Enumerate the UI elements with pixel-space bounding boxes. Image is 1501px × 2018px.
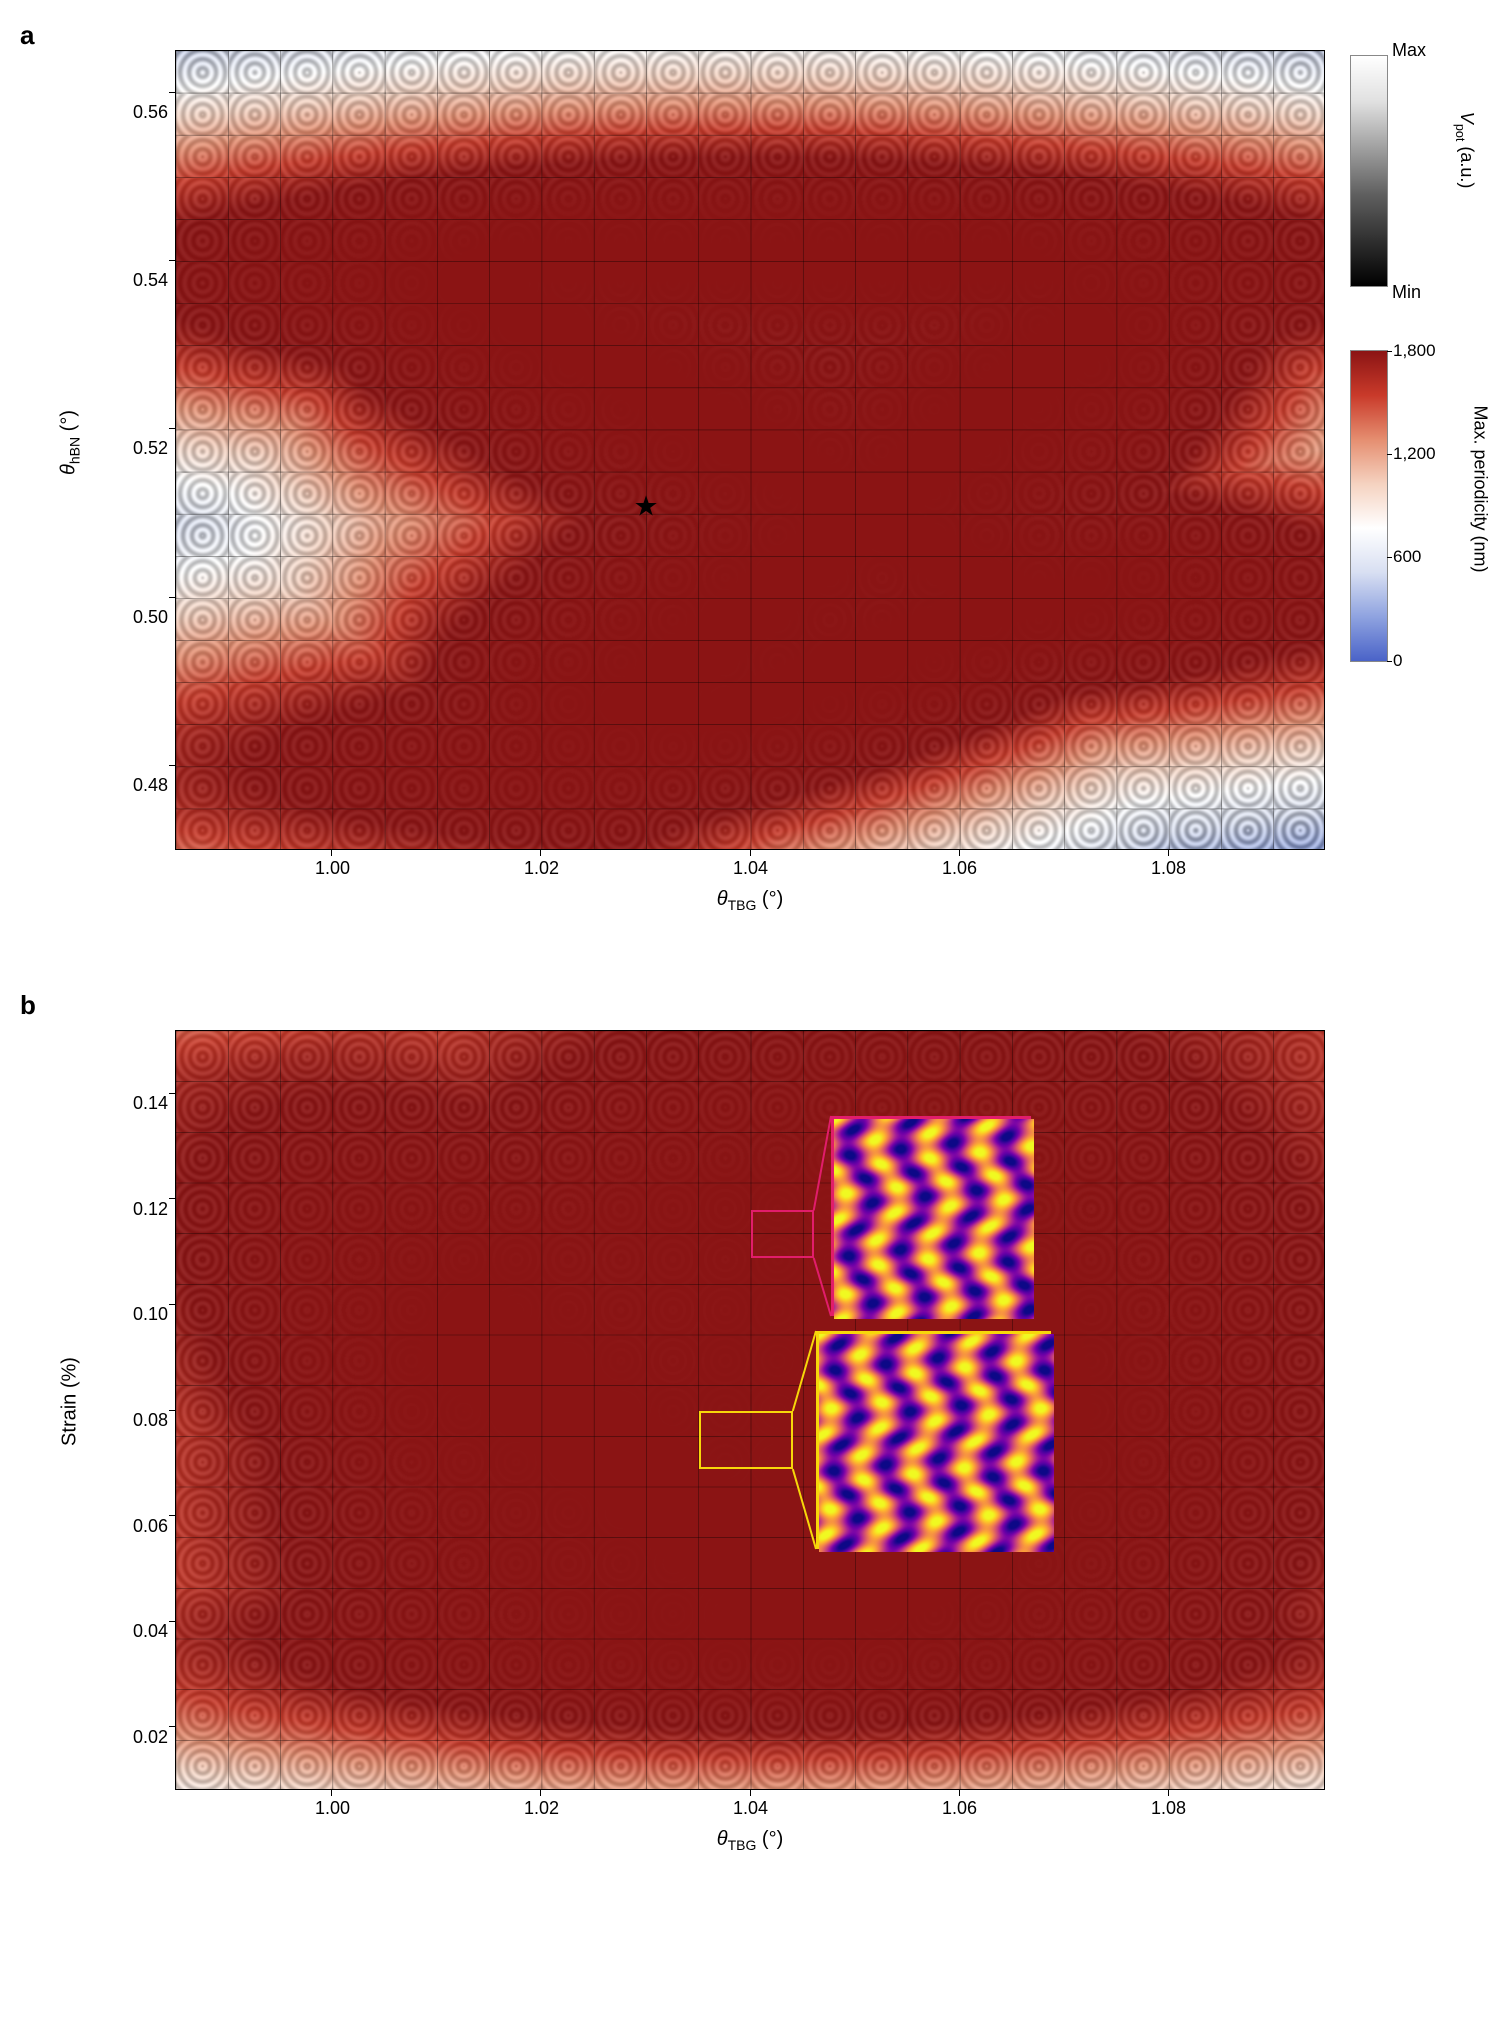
cb-vpot-bot: Min — [1392, 282, 1421, 303]
xtick: 1.00 — [315, 858, 350, 879]
star-marker: ★ — [633, 490, 658, 523]
ytick: 0.52 — [133, 438, 168, 459]
ytick: 0.04 — [133, 1621, 168, 1642]
ytick: 0.54 — [133, 270, 168, 291]
y-label-theta: θhBN (°) — [58, 410, 80, 475]
xtick: 1.02 — [524, 1798, 559, 1819]
panel-a-label: a — [20, 20, 34, 51]
ytick: 0.56 — [133, 102, 168, 123]
ytick: 0.06 — [133, 1516, 168, 1537]
vpot-text: Vpot (a.u.) — [1457, 112, 1477, 189]
x-label-theta-b: θTBG (°) — [717, 1828, 784, 1850]
cb-vpot-label: Vpot (a.u.) — [1453, 112, 1477, 232]
ytick: 0.50 — [133, 607, 168, 628]
xtick: 1.06 — [942, 858, 977, 879]
panel-a-x-label: θTBG (°) — [175, 888, 1325, 913]
panel-a: a θhBN (°) 0.48 0.50 0.52 0.54 0.56 ★ 1.… — [20, 20, 1480, 980]
cb-tick-mark — [1387, 661, 1392, 662]
inset-yellow-canvas — [819, 1334, 1054, 1552]
xtick: 1.08 — [1151, 858, 1186, 879]
cb-tick: 600 — [1393, 547, 1421, 567]
xtick: 1.04 — [733, 1798, 768, 1819]
cb-vpot-top: Max — [1392, 40, 1426, 61]
ytick: 0.12 — [133, 1199, 168, 1220]
panel-b-label: b — [20, 990, 36, 1021]
cb-tick: 1,200 — [1393, 444, 1436, 464]
ytick: 0.08 — [133, 1410, 168, 1431]
xtick: 1.08 — [1151, 1798, 1186, 1819]
inset-pink — [831, 1116, 1031, 1316]
panel-b-x-label: θTBG (°) — [175, 1828, 1325, 1853]
panel-b-y-label: Strain (%) — [59, 1342, 82, 1462]
cb-tick: 0 — [1393, 651, 1402, 671]
xtick: 1.00 — [315, 1798, 350, 1819]
cb-tick-mark — [1387, 557, 1392, 558]
x-label-theta: θTBG (°) — [717, 888, 784, 910]
inset-pink-source — [751, 1210, 814, 1258]
xtick: 1.04 — [733, 858, 768, 879]
ytick: 0.02 — [133, 1727, 168, 1748]
panel-b-plot — [175, 1030, 1325, 1790]
colorbar-periodicity: 1,800 1,200 600 0 — [1350, 350, 1388, 662]
ytick: 0.14 — [133, 1093, 168, 1114]
ytick: 0.10 — [133, 1304, 168, 1325]
panel-a-grid — [176, 51, 1325, 850]
ytick: 0.48 — [133, 775, 168, 796]
cb-period-label: Max. periodicity (nm) — [1470, 406, 1491, 606]
xtick: 1.06 — [942, 1798, 977, 1819]
inset-yellow-source — [699, 1411, 793, 1469]
cb-tick: 1,800 — [1393, 341, 1436, 361]
panel-b: b Strain (%) 0.02 0.04 0.06 0.08 0.10 0.… — [20, 990, 1480, 1930]
inset-pink-canvas — [834, 1119, 1034, 1319]
inset-yellow — [816, 1331, 1051, 1549]
cb-tick-mark — [1387, 351, 1392, 352]
colorbar-vpot — [1350, 55, 1388, 287]
panel-a-y-label: θhBN (°) — [58, 383, 83, 503]
figure-root: a θhBN (°) 0.48 0.50 0.52 0.54 0.56 ★ 1.… — [20, 20, 1480, 1930]
panel-a-plot: ★ — [175, 50, 1325, 850]
xtick: 1.02 — [524, 858, 559, 879]
cb-tick-mark — [1387, 454, 1392, 455]
